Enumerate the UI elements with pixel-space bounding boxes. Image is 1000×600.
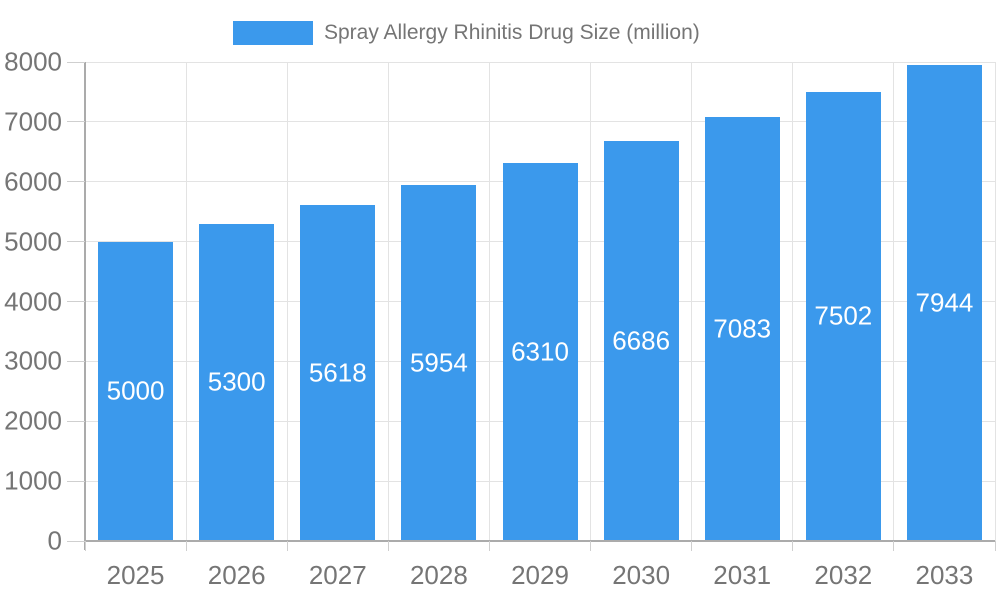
bar-value-label: 5300: [207, 366, 266, 397]
gridline-vertical: [691, 62, 693, 541]
bar-2030[interactable]: [603, 140, 679, 541]
x-axis-label: 2033: [915, 560, 974, 590]
bar-2032[interactable]: [805, 91, 881, 541]
y-axis-label: 3000: [4, 345, 62, 376]
x-axis-tick: [893, 541, 895, 551]
gridline-vertical: [792, 62, 794, 541]
x-axis-label: 2026: [207, 560, 266, 590]
x-axis-label: 2030: [612, 560, 671, 590]
bar-2029[interactable]: [502, 163, 578, 541]
x-axis-label: 2025: [106, 560, 165, 590]
x-axis-tick: [185, 541, 187, 551]
gridline-vertical: [590, 62, 592, 541]
legend-swatch: [233, 21, 313, 45]
x-axis-tick: [691, 541, 693, 551]
bar-2027[interactable]: [300, 204, 376, 541]
bar-2028[interactable]: [401, 184, 477, 541]
x-axis-line: [85, 540, 995, 542]
bar-value-label: 6310: [511, 336, 569, 367]
gridline-vertical: [488, 62, 490, 541]
y-axis-label: 6000: [4, 166, 62, 197]
y-axis-tick: [67, 360, 85, 362]
bar-value-label: 5000: [106, 375, 165, 406]
y-axis-label: 1000: [4, 465, 62, 496]
bar-2026[interactable]: [199, 223, 275, 541]
x-axis-tick: [286, 541, 288, 551]
x-axis-label: 2031: [713, 560, 772, 590]
y-axis-tick: [67, 301, 85, 302]
gridline-horizontal: [85, 61, 995, 63]
gridline-vertical: [994, 62, 996, 541]
chart-legend[interactable]: Spray Allergy Rhinitis Drug Size (millio…: [233, 21, 700, 45]
y-axis-tick: [67, 121, 85, 123]
y-axis-tick: [67, 480, 85, 482]
plot-area: 5000 5300 5618 5954 6310 6686 7083 7502 7944: [85, 61, 996, 541]
x-axis-tick: [994, 541, 996, 551]
y-axis-tick: [67, 61, 85, 63]
x-axis-label: 2027: [308, 560, 367, 590]
x-axis-label: 2028: [409, 560, 468, 590]
bar-2025[interactable]: [98, 241, 174, 541]
gridline-vertical: [387, 62, 389, 541]
bar-value-label: 5618: [308, 357, 367, 388]
y-axis-tick: [67, 420, 85, 422]
gridline-vertical: [286, 62, 288, 541]
bar-value-label: 7502: [814, 300, 873, 331]
x-axis-tick: [792, 541, 794, 551]
y-axis-label: 4000: [4, 286, 62, 316]
y-axis-tick: [67, 540, 85, 542]
x-axis-label: 2029: [511, 560, 569, 590]
bar-value-label: 6686: [612, 325, 671, 356]
gridline-vertical: [893, 62, 895, 541]
y-axis-label: 8000: [4, 46, 62, 77]
y-axis-label: 5000: [4, 226, 62, 257]
x-axis-tick: [84, 541, 86, 551]
bar-value-label: 7083: [713, 313, 772, 344]
y-axis-label: 2000: [4, 405, 62, 436]
gridline-horizontal: [85, 121, 995, 123]
bar-value-label: 7944: [915, 287, 974, 318]
x-axis-label: 2032: [814, 560, 873, 590]
y-axis-tick: [67, 181, 85, 183]
x-axis-tick: [590, 541, 592, 551]
y-axis-line: [84, 62, 86, 550]
x-axis-tick: [387, 541, 389, 551]
bar-2031[interactable]: [704, 116, 780, 541]
bar-value-label: 5954: [409, 347, 468, 378]
y-axis-tick: [67, 241, 85, 243]
bar-2033[interactable]: [906, 65, 982, 541]
legend-label: Spray Allergy Rhinitis Drug Size (millio…: [324, 21, 700, 44]
x-axis-tick: [488, 541, 490, 551]
y-axis-label: 7000: [4, 106, 62, 137]
gridline-vertical: [185, 62, 187, 541]
y-axis-label: 0: [47, 525, 62, 556]
